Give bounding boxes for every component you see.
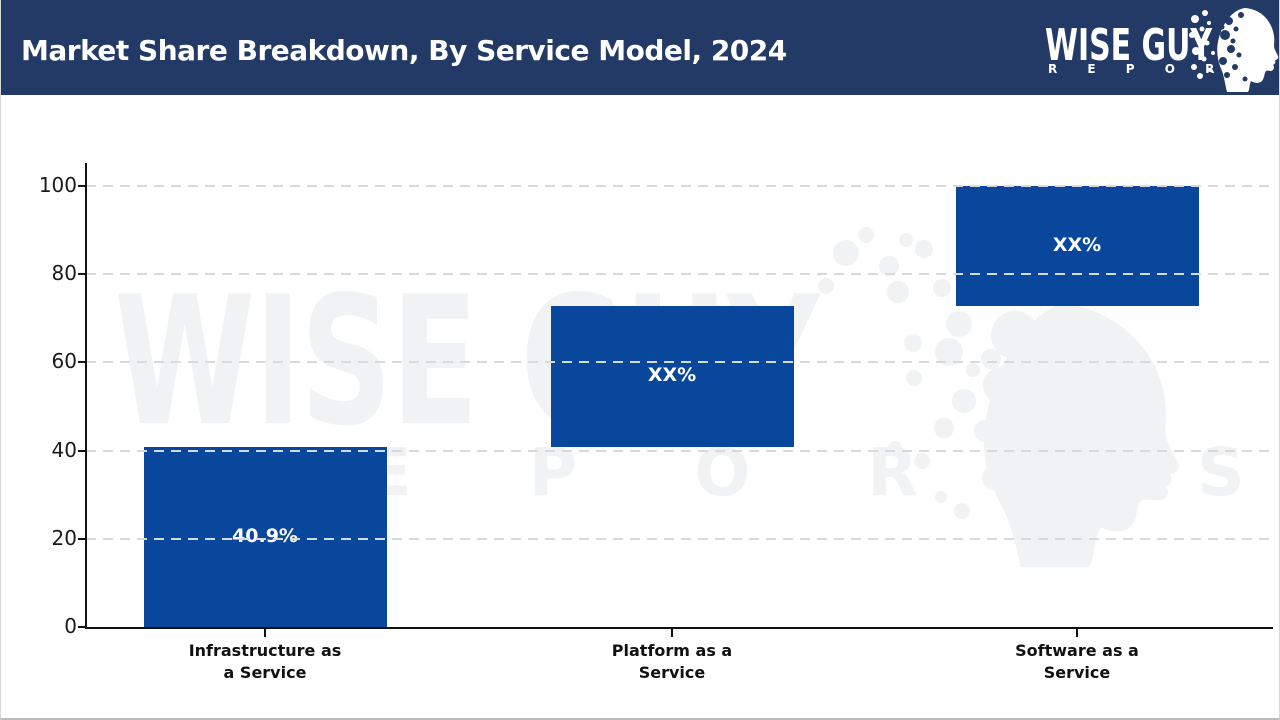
watermark-head-icon [818, 227, 1179, 567]
gridline [86, 449, 1269, 452]
y-axis-tick [78, 185, 86, 187]
gridline [86, 185, 1269, 187]
watermark-dots [818, 227, 1038, 519]
x-axis-category-label: Platform as a Service [542, 640, 802, 683]
y-axis-tick-label: 40 [51, 437, 77, 462]
logo-head-icon [1189, 8, 1279, 92]
y-axis-tick-label: 60 [51, 349, 77, 374]
x-axis-category-label-line: Service [638, 662, 706, 682]
x-axis-line [85, 627, 1273, 629]
x-axis-tick [264, 629, 266, 637]
bar-value-label: 40.9% [232, 524, 298, 547]
gridline [86, 273, 1269, 276]
x-axis-category-label: Software as a Service [947, 640, 1207, 683]
x-axis-category-label-line: Platform as a [611, 641, 733, 660]
bar-value-label: XX% [1052, 233, 1102, 256]
x-axis-category-label-line: Service [1043, 662, 1111, 682]
x-axis-tick [671, 629, 673, 637]
x-axis-category-label-line: Software as a [1015, 641, 1139, 660]
header: Market Share Breakdown, By Service Model… [1, 0, 1279, 95]
bar-software-as-a-service: XX% [955, 186, 1199, 306]
x-axis-tick [1076, 629, 1078, 637]
bar-infrastructure-as-a-service: 40.9% [143, 446, 387, 627]
chart-title: Market Share Breakdown, By Service Model… [21, 34, 787, 67]
wiseguy-logo: WISE GUY R E P O R T S [1031, 0, 1279, 95]
y-axis-tick [78, 626, 86, 628]
y-axis-tick [78, 449, 86, 452]
y-axis-tick-label: 20 [51, 525, 77, 550]
y-axis-line [85, 163, 87, 629]
bar-platform-as-a-service: XX% [550, 305, 794, 447]
gridline [86, 537, 1269, 540]
y-axis-tick-label: 0 [64, 614, 77, 638]
x-axis-category-label-line: a Service [223, 662, 307, 682]
y-axis-tick [78, 537, 86, 540]
bar-value-label: XX% [647, 364, 697, 387]
y-axis-tick-label: 100 [38, 173, 77, 197]
x-axis-category-label-line: Infrastructure as [188, 641, 342, 660]
gridline [86, 361, 1269, 364]
y-axis-tick [78, 273, 86, 276]
y-axis-tick [78, 361, 86, 364]
x-axis-category-label: Infrastructure as a Service [135, 640, 395, 683]
logo-wordmark: WISE GUY [1045, 20, 1213, 71]
y-axis-tick-label: 80 [51, 261, 77, 286]
